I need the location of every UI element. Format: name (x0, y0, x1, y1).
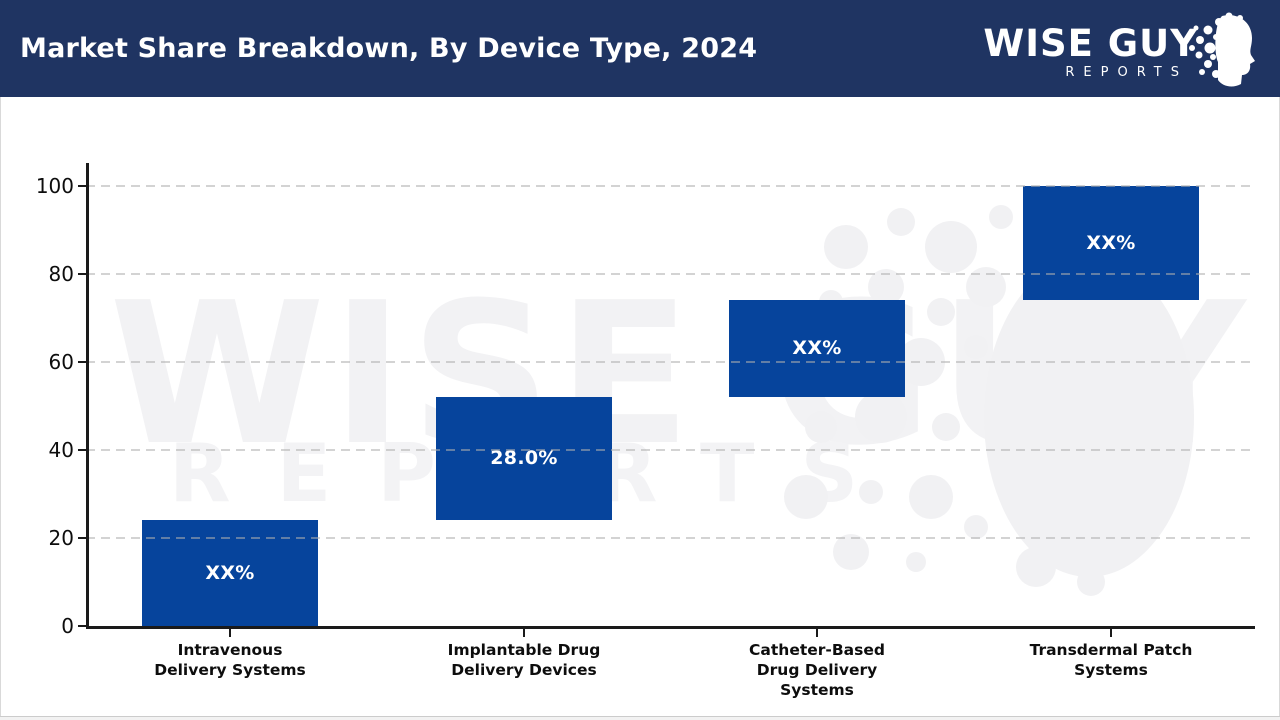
y-tick-label: 60 (48, 350, 74, 374)
bar-segment: XX% (729, 299, 905, 397)
x-tick-mark (816, 629, 818, 637)
logo-subtext: REPORTS (1065, 65, 1188, 80)
category-label-line: Drug Delivery (756, 661, 878, 679)
x-tick-mark (229, 629, 231, 637)
x-tick-mark (523, 629, 525, 637)
y-tick-mark (78, 537, 86, 539)
y-tick-mark (78, 625, 86, 627)
y-tick-label: 100 (35, 174, 74, 198)
category-label-line: Catheter-Based (749, 641, 885, 659)
bar-segment: 28.0% (436, 396, 612, 520)
y-tick-mark (78, 361, 86, 363)
category-label-line: Systems (780, 681, 854, 699)
gridline (86, 537, 1253, 539)
category-label-line: Systems (1074, 661, 1148, 679)
category-label-line: Transdermal Patch (1029, 641, 1193, 659)
page-title: Market Share Breakdown, By Device Type, … (20, 33, 758, 64)
header-banner: Market Share Breakdown, By Device Type, … (0, 0, 1280, 97)
category-label: Transdermal Patch Systems (971, 640, 1251, 680)
y-tick-label: 20 (48, 526, 74, 550)
gridline (86, 185, 1253, 187)
watermark-dotted-head (775, 205, 1194, 596)
y-tick-label: 0 (61, 614, 74, 638)
y-tick-mark (78, 185, 86, 187)
category-label-line: Implantable Drug (447, 641, 601, 659)
wise-guy-reports-logo: WISE GUY REPORTS (983, 8, 1264, 90)
category-label: Implantable Drug Delivery Devices (384, 640, 664, 680)
category-label-line: Delivery Devices (451, 661, 597, 679)
category-label-line: Intravenous (177, 641, 283, 659)
gridline (86, 361, 1253, 363)
y-axis-line (86, 163, 89, 629)
logo-wordmark: WISE GUY (983, 22, 1198, 65)
bar-segment: XX% (142, 519, 318, 626)
bar-value-label: XX% (205, 561, 255, 584)
bar-segment: XX% (1023, 186, 1199, 300)
x-tick-mark (1110, 629, 1112, 637)
bar-value-label: XX% (792, 337, 842, 360)
gridline (86, 449, 1253, 451)
category-label-line: Delivery Systems (154, 661, 306, 679)
category-label: Catheter-Based Drug Delivery Systems (677, 640, 957, 700)
x-axis-line (86, 626, 1255, 629)
y-tick-label: 40 (48, 438, 74, 462)
bar-value-label: 28.0% (490, 447, 558, 470)
y-tick-mark (78, 449, 86, 451)
dotted-head-icon (1189, 12, 1255, 87)
y-tick-label: 80 (48, 262, 74, 286)
bar-value-label: XX% (1086, 231, 1136, 254)
footer-strip (0, 716, 1280, 720)
y-tick-mark (78, 273, 86, 275)
gridline (86, 273, 1253, 275)
category-label: Intravenous Delivery Systems (90, 640, 370, 680)
